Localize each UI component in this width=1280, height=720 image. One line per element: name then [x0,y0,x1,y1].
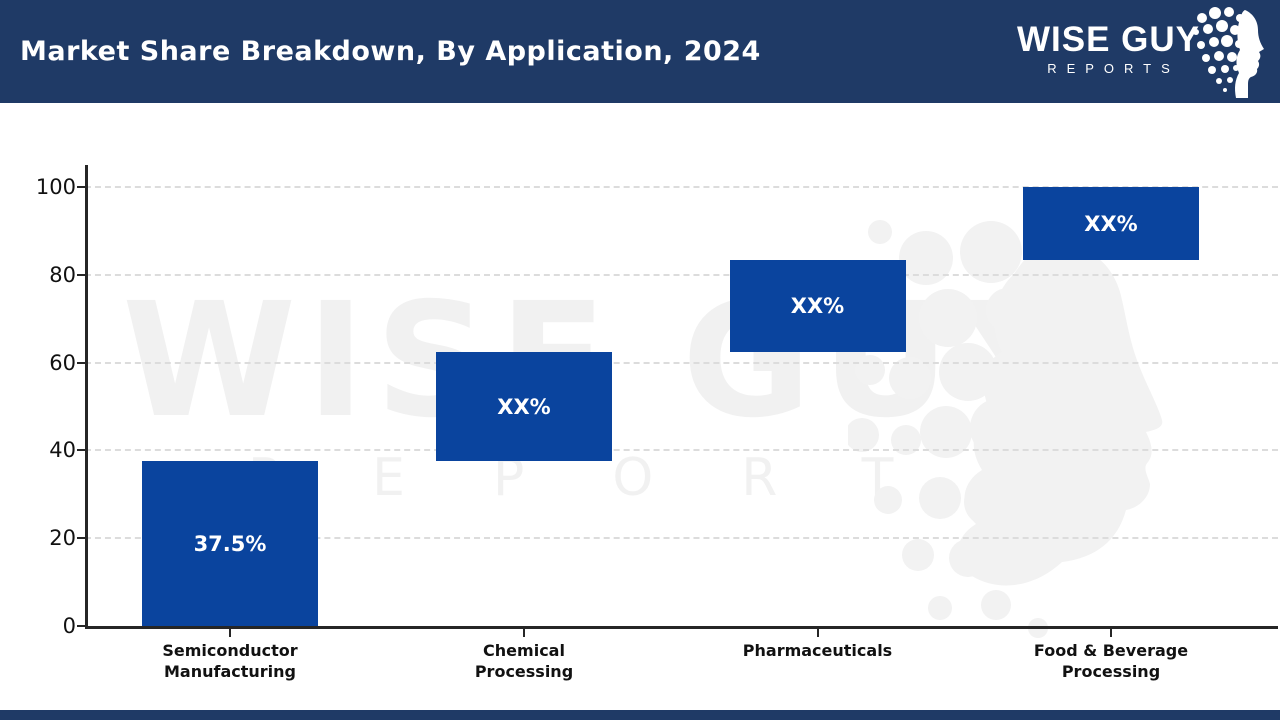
x-axis-category-label: Chemical Processing [384,640,664,682]
gridline [85,186,1278,188]
bar-segment [436,351,612,462]
x-axis-category-label-line: Processing [1061,662,1161,681]
bar-value-label: XX% [790,293,845,318]
x-axis-category-label: Pharmaceuticals [678,640,958,661]
gridline [85,449,1278,452]
bar-value-label: XX% [1084,211,1138,236]
y-axis-tick [77,449,85,452]
header-bar: Market Share Breakdown, By Application, … [0,0,1280,103]
bar-segment [1023,187,1199,261]
wiseguy-face-watermark-icon [848,220,1163,638]
gridline [85,537,1278,540]
y-axis-tick [77,537,85,540]
bar-value-label: XX% [497,394,551,419]
x-axis-tick [523,629,525,637]
bar-chart-plot-area: 0 20 40 60 80 100 37.5% Semiconductor Manufactur… [0,103,1280,710]
wiseguy-face-logo-icon [1193,7,1264,98]
bar-value-label: 37.5% [193,531,267,556]
x-axis-category-label-line: Processing [474,662,574,681]
x-axis-category-label: Food & Beverage Processing [971,640,1251,682]
y-axis-tick-label: 0 [62,614,76,638]
bar-segment [729,260,906,352]
bar-segment [142,461,318,626]
x-axis-category-label-line: Food & Beverage [1033,641,1189,660]
y-axis-tick [77,361,85,364]
gridline [85,361,1278,364]
x-axis-category-label-line: Semiconductor [162,641,298,660]
y-axis-tick [77,273,85,276]
y-axis-tick [77,625,85,627]
y-axis-tick-label: 80 [49,262,76,287]
x-axis-tick [229,629,231,637]
y-axis-line [85,165,88,628]
y-axis-tick [77,186,85,188]
wiseguy-logo: WISE GUY REPORTS [1016,6,1266,98]
y-axis-tick-label: 40 [49,438,76,463]
logo-subtitle: REPORTS [1047,61,1180,76]
x-axis-tick [1110,629,1112,637]
x-axis-line [85,626,1278,629]
logo-text: WISE GUY REPORTS [1016,20,1201,77]
page-title: Market Share Breakdown, By Application, … [20,36,761,67]
x-axis-category-label-line: Pharmaceuticals [742,641,893,660]
x-axis-category-label: Semiconductor Manufacturing [90,640,370,682]
logo-wordmark: WISE GUY [1016,20,1201,59]
x-axis-category-label-line: Manufacturing [164,662,296,681]
y-axis-tick-label: 60 [49,350,76,375]
x-axis-tick [816,629,819,637]
x-axis-category-label-line: Chemical [483,641,565,660]
gridline [85,273,1278,276]
y-axis-tick-label: 20 [49,526,76,551]
footer-bar [0,710,1280,720]
y-axis-tick-label: 100 [35,175,76,199]
